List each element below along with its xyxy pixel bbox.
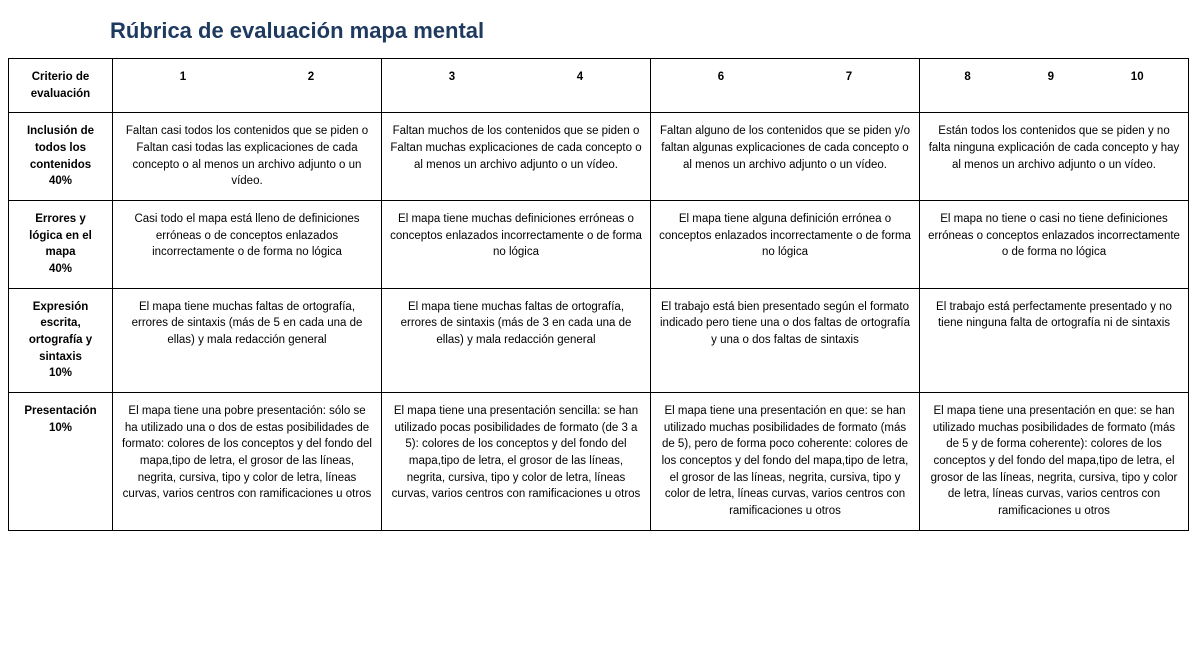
rubric-cell: El mapa tiene muchas faltas de ortografí… [113,288,382,392]
rubric-cell: El mapa tiene una presentación sencilla:… [382,393,651,531]
rubric-cell: El trabajo está perfectamente presentado… [920,288,1189,392]
rubric-cell: El trabajo está bien presentado según el… [651,288,920,392]
criterion-line: Expresión [17,299,104,316]
score-group-0: 12 [119,69,375,86]
criterion-line: Inclusión de [17,123,104,140]
header-scores-2: 67 [651,59,920,113]
score-group-3: 8 9 10 [926,69,1182,86]
score-label: 9 [1048,69,1054,86]
rubric-cell: El mapa tiene una presentación en que: s… [651,393,920,531]
criterion-line: Presentación [17,403,104,420]
table-row: Expresiónescrita,ortografía ysintaxis10%… [9,288,1189,392]
header-criterion: Criterio de evaluación [9,59,113,113]
table-row: Inclusión detodos loscontenidos40%Faltan… [9,113,1189,201]
score-label: 8 [964,69,970,86]
rubric-cell: El mapa tiene una presentación en que: s… [920,393,1189,531]
score-label: 3 [449,69,455,86]
criterion-line: escrita, [17,315,104,332]
score-label: 6 [718,69,724,86]
score-label: 7 [846,69,852,86]
rubric-cell: El mapa tiene muchas faltas de ortografí… [382,288,651,392]
rubric-cell: El mapa tiene muchas definiciones erróne… [382,201,651,289]
criterion-line: mapa [17,244,104,261]
score-label: 2 [308,69,314,86]
rubric-cell: El mapa tiene alguna definición errónea … [651,201,920,289]
table-row: Errores ylógica en elmapa40%Casi todo el… [9,201,1189,289]
rubric-cell: Faltan muchos de los contenidos que se p… [382,113,651,201]
criterion-line: sintaxis [17,349,104,366]
criterion-line: lógica en el [17,228,104,245]
header-row: Criterio de evaluación 12 34 67 8910 [9,59,1189,113]
score-label: 1 [180,69,186,86]
score-group-2: 67 [657,69,913,86]
criterion-cell: Inclusión detodos loscontenidos40% [9,113,113,201]
header-scores-1: 34 [382,59,651,113]
header-scores-3: 8 9 10 [920,59,1189,113]
score-label: 4 [577,69,583,86]
page-title: Rúbrica de evaluación mapa mental [110,18,1200,44]
score-group-1: 34 [388,69,644,86]
criterion-line: 10% [17,365,104,382]
rubric-cell: Faltan alguno de los contenidos que se p… [651,113,920,201]
criterion-line: ortografía y [17,332,104,349]
rubric-cell: El mapa no tiene o casi no tiene definic… [920,201,1189,289]
score-label: 10 [1131,69,1144,86]
criterion-line: todos los [17,140,104,157]
criterion-line: 40% [17,173,104,190]
criterion-line: Errores y [17,211,104,228]
rubric-cell: Casi todo el mapa está lleno de definici… [113,201,382,289]
header-scores-0: 12 [113,59,382,113]
rubric-table: Criterio de evaluación 12 34 67 8910 Inc… [8,58,1189,531]
criterion-cell: Errores ylógica en elmapa40% [9,201,113,289]
criterion-cell: Expresiónescrita,ortografía ysintaxis10% [9,288,113,392]
rubric-cell: Están todos los contenidos que se piden … [920,113,1189,201]
rubric-cell: Faltan casi todos los contenidos que se … [113,113,382,201]
criterion-line: contenidos [17,157,104,174]
criterion-line: 10% [17,420,104,437]
table-row: Presentación10%El mapa tiene una pobre p… [9,393,1189,531]
rubric-cell: El mapa tiene una pobre presentación: só… [113,393,382,531]
criterion-cell: Presentación10% [9,393,113,531]
rubric-body: Inclusión detodos loscontenidos40%Faltan… [9,113,1189,530]
criterion-line: 40% [17,261,104,278]
